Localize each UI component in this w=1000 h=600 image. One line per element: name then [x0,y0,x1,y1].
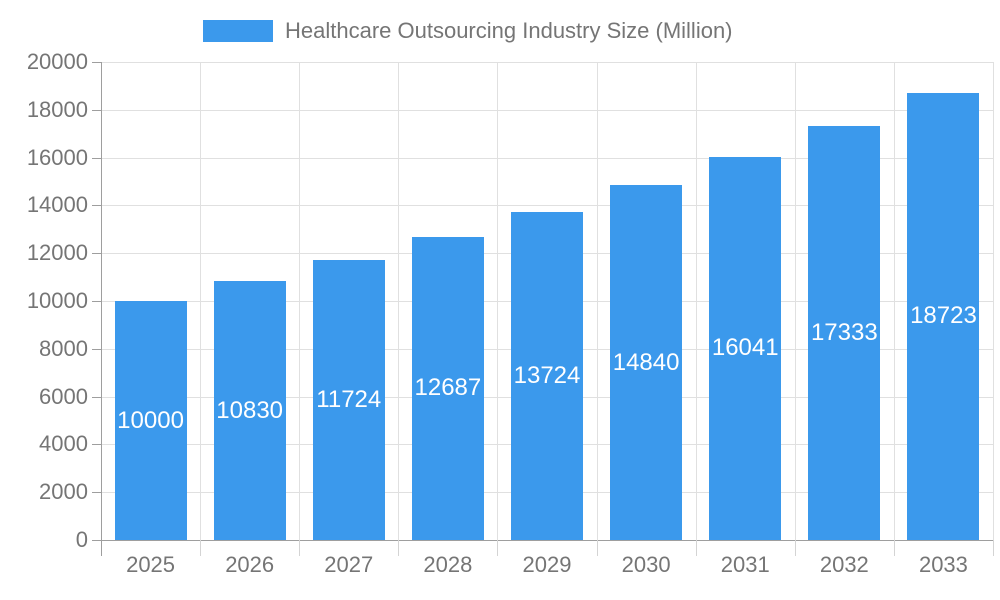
y-axis-label: 14000 [26,192,88,218]
x-axis-tick [200,540,202,556]
plot-area: 10000 10830 11724 12687 13724 14840 16041 17333… [101,62,994,577]
legend-label: Healthcare Outsourcing Industry Size (Mi… [285,18,733,43]
bar[interactable]: 16041 [709,156,782,540]
x-axis-tick [794,540,796,556]
x-axis-line [101,540,993,541]
bar-value-label: 13724 [513,361,581,389]
x-axis-tick [299,540,301,556]
gridline-horizontal [101,205,993,207]
bar-value-label: 17333 [810,318,878,346]
gridline-horizontal [101,157,993,159]
y-axis-tick [92,109,101,111]
bar-value-label: 18723 [910,302,977,330]
y-axis-label: 12000 [26,240,88,266]
y-axis-label: 6000 [39,383,88,409]
y-axis-tick [92,444,101,446]
bar-value-label: 10830 [216,396,284,424]
x-axis-tick [398,540,400,556]
y-axis-tick [92,540,101,541]
bar-value-label: 14840 [612,348,680,376]
x-axis-label: 2025 [126,552,176,577]
bar[interactable]: 10000 [114,301,187,540]
gridline-horizontal [101,62,993,63]
y-axis-label: 10000 [26,288,88,313]
gridline-vertical [993,62,994,540]
x-axis-label: 2031 [720,552,770,577]
bar[interactable]: 11724 [312,259,385,540]
y-axis-tick [92,396,101,398]
y-axis-tick [92,62,101,63]
bar-value-label: 12687 [414,374,482,402]
gridline-vertical [794,62,796,540]
y-axis-tick [92,301,101,302]
y-axis-label: 0 [75,527,88,552]
x-axis-label: 2030 [621,552,671,577]
bar[interactable]: 18723 [907,92,980,540]
bar[interactable]: 13724 [511,211,583,540]
gridline-vertical [497,62,499,540]
y-axis-tick [92,205,101,207]
bar-value-label: 11724 [316,385,382,413]
x-axis-label: 2026 [225,552,275,577]
x-axis-label: 2028 [423,552,473,577]
legend-swatch-icon [203,20,273,42]
gridline-vertical [299,62,301,540]
bar[interactable]: 10830 [213,281,286,540]
y-axis-label: 8000 [39,335,88,361]
x-axis-tick [497,540,499,556]
gridline-vertical [695,62,697,540]
y-axis-label: 4000 [39,431,88,457]
gridline-vertical [893,62,895,540]
x-axis-tick [993,540,994,556]
x-axis-label: 2029 [522,552,572,577]
y-axis-label: 18000 [26,96,88,122]
y-axis-tick [92,157,101,159]
y-axis-tick [92,492,101,494]
legend[interactable]: Healthcare Outsourcing Industry Size (Mi… [203,18,733,44]
x-axis-tick [695,540,697,556]
gridline-vertical [596,62,598,540]
bar-value-label: 16041 [711,334,779,362]
x-axis-label: 2027 [324,552,374,577]
y-axis-tick [92,253,101,255]
y-axis-tick [92,348,101,350]
x-axis-tick [596,540,598,556]
gridline-vertical [398,62,400,540]
x-axis-label: 2033 [918,552,968,577]
bar[interactable]: 12687 [411,236,484,540]
y-axis-label: 16000 [26,144,88,170]
y-axis-label: 2000 [39,479,88,505]
x-axis-label: 2032 [819,552,869,577]
bar[interactable]: 17333 [808,125,881,540]
bar[interactable]: 14840 [610,185,683,540]
gridline-horizontal [101,109,993,111]
y-axis-line [101,62,102,556]
y-axis-label: 20000 [26,49,88,74]
x-axis-tick [893,540,895,556]
bar-value-label: 10000 [117,406,184,434]
gridline-vertical [200,62,202,540]
